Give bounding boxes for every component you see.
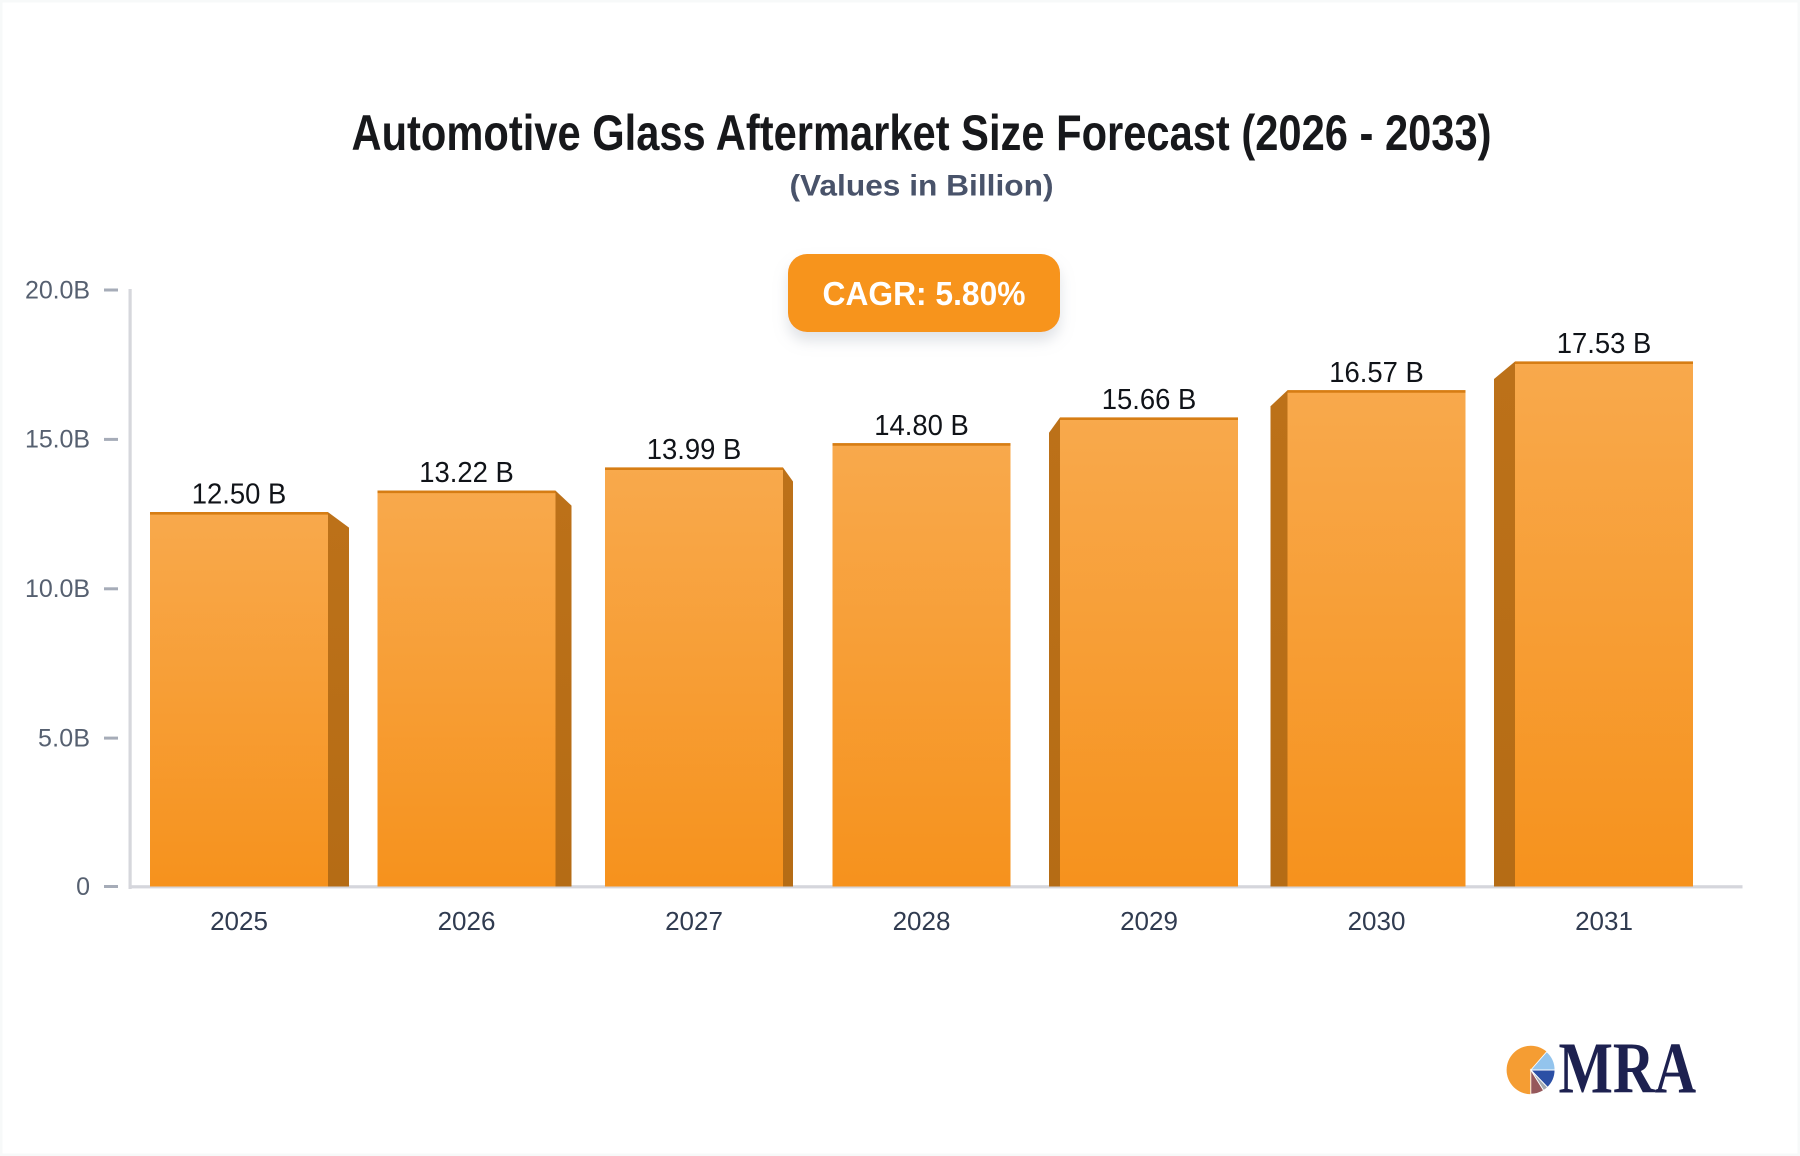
svg-text:12.50 B: 12.50 B — [192, 479, 287, 511]
svg-text:13.22 B: 13.22 B — [419, 457, 514, 489]
svg-text:(Values in Billion): (Values in Billion) — [790, 170, 1054, 203]
svg-text:17.53 B: 17.53 B — [1557, 328, 1652, 360]
svg-text:13.99 B: 13.99 B — [647, 434, 742, 466]
svg-text:MRA: MRA — [1559, 1028, 1697, 1109]
svg-text:CAGR: 5.80%: CAGR: 5.80% — [823, 275, 1026, 312]
svg-text:2029: 2029 — [1120, 906, 1178, 936]
svg-text:0: 0 — [76, 873, 90, 901]
svg-text:14.80 B: 14.80 B — [874, 410, 969, 442]
svg-text:20.0B: 20.0B — [25, 276, 90, 304]
svg-text:15.0B: 15.0B — [25, 426, 90, 454]
svg-text:2025: 2025 — [210, 906, 268, 936]
svg-text:2031: 2031 — [1575, 906, 1633, 936]
svg-text:2026: 2026 — [438, 906, 496, 936]
svg-text:Automotive Glass Aftermarket S: Automotive Glass Aftermarket Size Foreca… — [352, 105, 1492, 161]
svg-text:5.0B: 5.0B — [38, 724, 90, 752]
svg-text:2028: 2028 — [893, 906, 951, 936]
svg-text:2027: 2027 — [665, 906, 723, 936]
svg-text:2030: 2030 — [1348, 906, 1406, 936]
svg-text:15.66 B: 15.66 B — [1102, 384, 1197, 416]
svg-text:10.0B: 10.0B — [25, 575, 90, 603]
svg-text:16.57 B: 16.57 B — [1329, 357, 1424, 389]
